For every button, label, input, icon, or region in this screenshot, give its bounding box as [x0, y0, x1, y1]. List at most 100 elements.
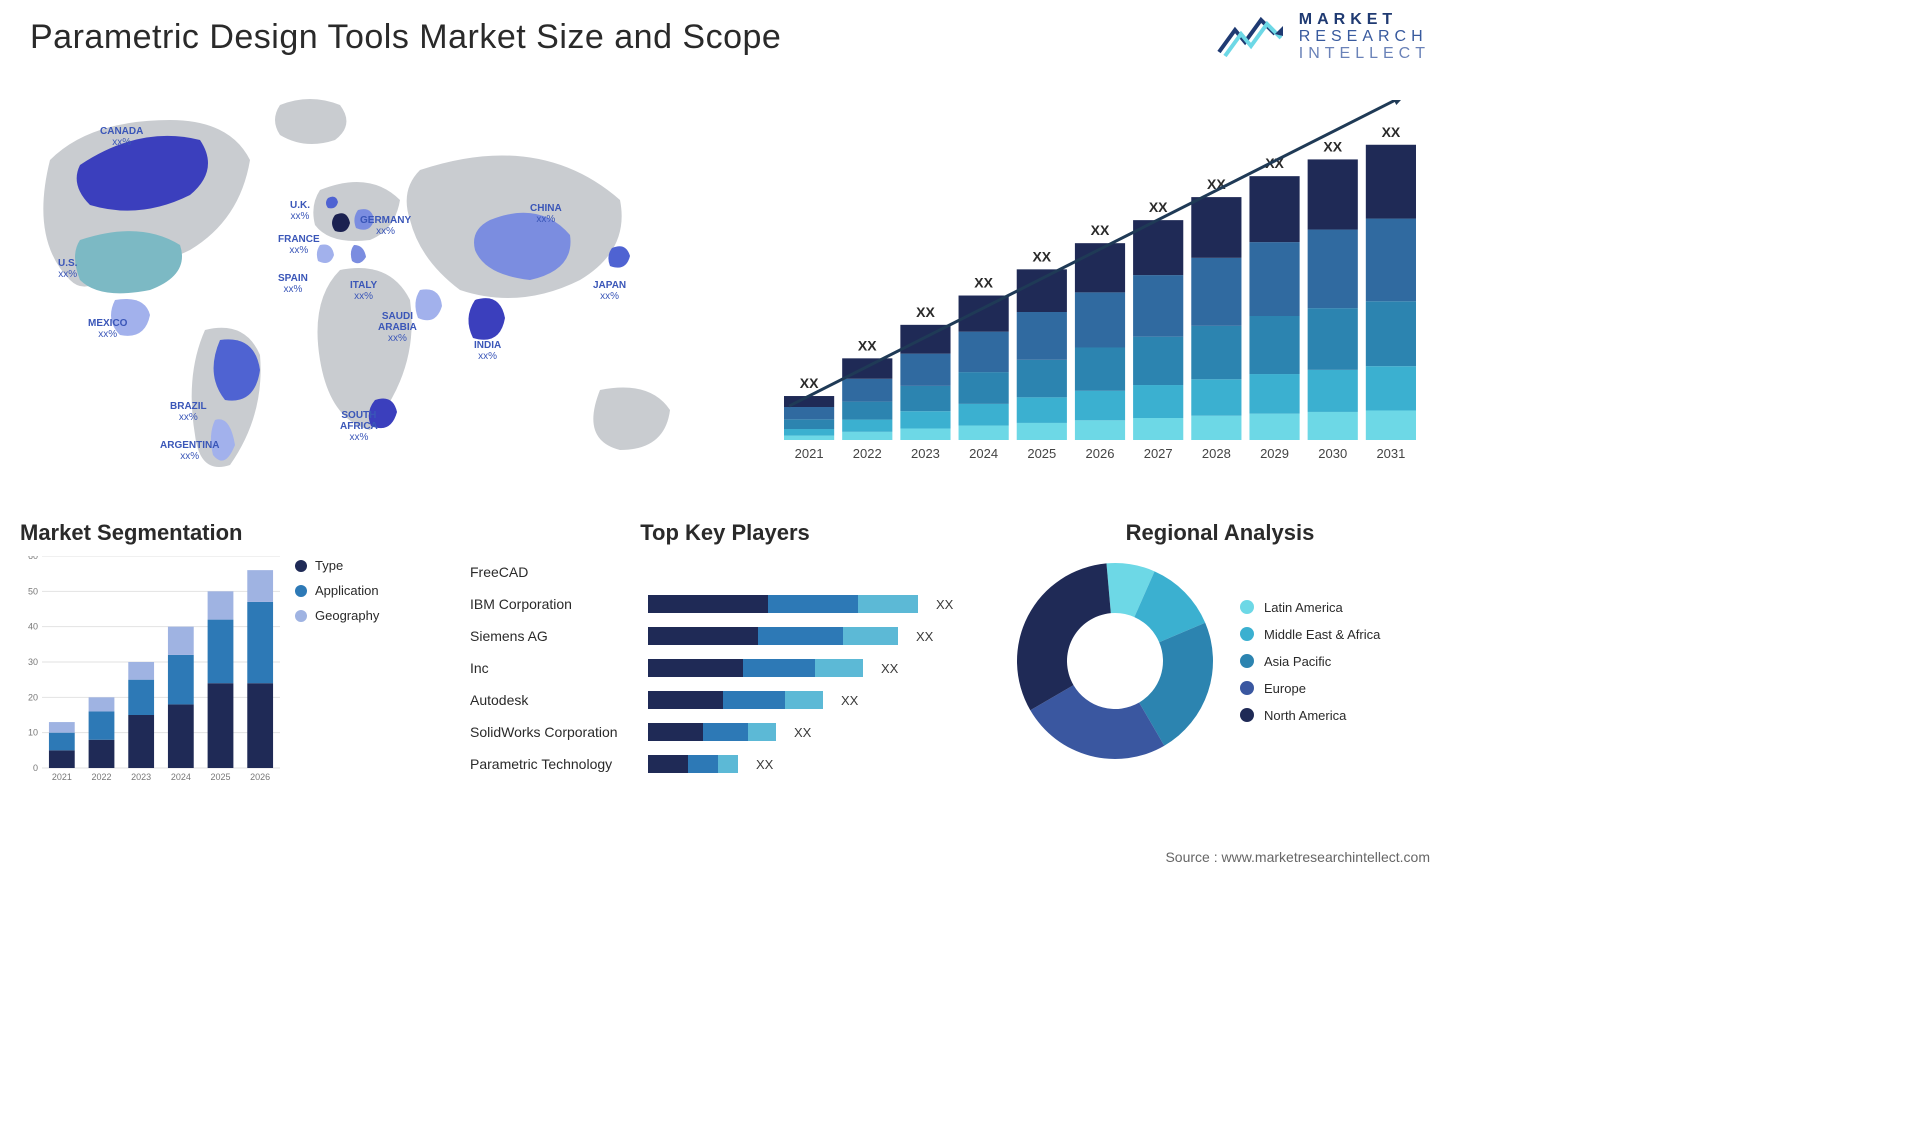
logo-line1: MARKET	[1299, 12, 1430, 29]
svg-text:2029: 2029	[1260, 446, 1289, 461]
svg-text:XX: XX	[1032, 248, 1051, 264]
source-attribution: Source : www.marketresearchintellect.com	[1165, 849, 1430, 865]
legend-item: Type	[295, 558, 379, 573]
svg-text:XX: XX	[974, 275, 993, 291]
svg-text:2021: 2021	[795, 446, 824, 461]
logo-mark-icon	[1217, 12, 1289, 62]
player-label: SolidWorks Corporation	[470, 724, 640, 740]
player-row: Autodesk XX	[470, 684, 980, 716]
regional-legend: Latin America Middle East & Africa Asia Pa…	[1240, 600, 1380, 723]
player-value: XX	[916, 629, 933, 644]
segmentation-title: Market Segmentation	[20, 520, 420, 546]
map-label: GERMANYxx%	[360, 215, 411, 237]
svg-text:60: 60	[28, 556, 38, 561]
player-label: Inc	[470, 660, 640, 676]
svg-text:2030: 2030	[1318, 446, 1347, 461]
svg-text:40: 40	[28, 622, 38, 632]
logo-line2: RESEARCH	[1299, 29, 1430, 46]
player-label: FreeCAD	[470, 564, 640, 580]
svg-text:2021: 2021	[52, 772, 72, 782]
svg-text:2022: 2022	[853, 446, 882, 461]
logo-line3: INTELLECT	[1299, 46, 1430, 63]
player-value: XX	[756, 757, 773, 772]
svg-text:2031: 2031	[1376, 446, 1405, 461]
segmentation-section: Market Segmentation 0 10 20 30 40 50 60 2021 202…	[20, 520, 420, 791]
player-bar	[648, 627, 898, 645]
player-value: XX	[794, 725, 811, 740]
segmentation-legend: Type Application Geography	[295, 558, 379, 623]
legend-item: Latin America	[1240, 600, 1380, 615]
svg-text:2024: 2024	[171, 772, 191, 782]
player-row: IBM Corporation XX	[470, 588, 980, 620]
regional-section: Regional Analysis Latin America Middle Ea…	[1010, 520, 1430, 766]
segmentation-chart: 0 10 20 30 40 50 60 2021 2022 2023 2024 2025 2026	[20, 556, 280, 786]
regional-donut-chart	[1010, 556, 1220, 766]
svg-text:0: 0	[33, 763, 38, 773]
svg-text:XX: XX	[1323, 138, 1342, 154]
brand-logo: MARKET RESEARCH INTELLECT	[1217, 12, 1430, 62]
svg-text:2026: 2026	[1086, 446, 1115, 461]
svg-text:2027: 2027	[1144, 446, 1173, 461]
svg-text:XX: XX	[1091, 222, 1110, 238]
map-label: U.K.xx%	[290, 200, 310, 222]
legend-item: Geography	[295, 608, 379, 623]
map-label: ITALYxx%	[350, 280, 377, 302]
svg-text:XX: XX	[916, 304, 935, 320]
map-label: JAPANxx%	[593, 280, 626, 302]
map-label: BRAZILxx%	[170, 401, 207, 423]
svg-text:2024: 2024	[969, 446, 998, 461]
player-row: Parametric Technology XX	[470, 748, 980, 780]
svg-text:2025: 2025	[1027, 446, 1056, 461]
svg-text:50: 50	[28, 586, 38, 596]
legend-item: Asia Pacific	[1240, 654, 1380, 669]
svg-text:2022: 2022	[91, 772, 111, 782]
player-row: Siemens AG XX	[470, 620, 980, 652]
map-label: CANADAxx%	[100, 126, 143, 148]
players-title: Top Key Players	[470, 520, 980, 546]
svg-text:2028: 2028	[1202, 446, 1231, 461]
legend-item: Europe	[1240, 681, 1380, 696]
map-label: SOUTHAFRICAxx%	[340, 410, 378, 443]
svg-text:2023: 2023	[911, 446, 940, 461]
svg-text:XX: XX	[1382, 124, 1401, 140]
player-bar	[648, 723, 776, 741]
map-label: SAUDIARABIAxx%	[378, 311, 417, 344]
map-label: SPAINxx%	[278, 273, 308, 295]
player-bar	[648, 659, 863, 677]
svg-text:XX: XX	[1149, 199, 1168, 215]
svg-text:30: 30	[28, 657, 38, 667]
player-row: Inc XX	[470, 652, 980, 684]
legend-item: Middle East & Africa	[1240, 627, 1380, 642]
player-bar	[648, 755, 738, 773]
player-value: XX	[841, 693, 858, 708]
map-label: INDIAxx%	[474, 340, 501, 362]
market-growth-chart: XX 2021 XX 2022 XX 2023 XX 2024 XX 2025 XX 2026 XX 20…	[780, 100, 1420, 470]
player-label: Parametric Technology	[470, 756, 640, 772]
map-label: U.S.xx%	[58, 258, 77, 280]
regional-title: Regional Analysis	[1010, 520, 1430, 546]
svg-text:20: 20	[28, 692, 38, 702]
legend-item: North America	[1240, 708, 1380, 723]
players-section: Top Key Players FreeCAD IBM Corporation XX…	[470, 520, 980, 780]
player-row: FreeCAD	[470, 556, 980, 588]
svg-text:10: 10	[28, 728, 38, 738]
player-label: Siemens AG	[470, 628, 640, 644]
svg-text:2026: 2026	[250, 772, 270, 782]
map-label: CHINAxx%	[530, 203, 562, 225]
svg-text:2025: 2025	[210, 772, 230, 782]
page-title: Parametric Design Tools Market Size and …	[30, 18, 781, 57]
player-bar	[648, 595, 918, 613]
player-value: XX	[936, 597, 953, 612]
svg-text:XX: XX	[858, 337, 877, 353]
world-map: CANADAxx% U.S.xx% MEXICOxx% BRAZILxx% ARGENT…	[20, 90, 720, 490]
map-label: FRANCExx%	[278, 234, 320, 256]
player-label: Autodesk	[470, 692, 640, 708]
player-row: SolidWorks Corporation XX	[470, 716, 980, 748]
player-label: IBM Corporation	[470, 596, 640, 612]
svg-text:XX: XX	[800, 375, 819, 391]
map-label: MEXICOxx%	[88, 318, 127, 340]
svg-text:2023: 2023	[131, 772, 151, 782]
player-value: XX	[881, 661, 898, 676]
map-label: ARGENTINAxx%	[160, 440, 219, 462]
legend-item: Application	[295, 583, 379, 598]
